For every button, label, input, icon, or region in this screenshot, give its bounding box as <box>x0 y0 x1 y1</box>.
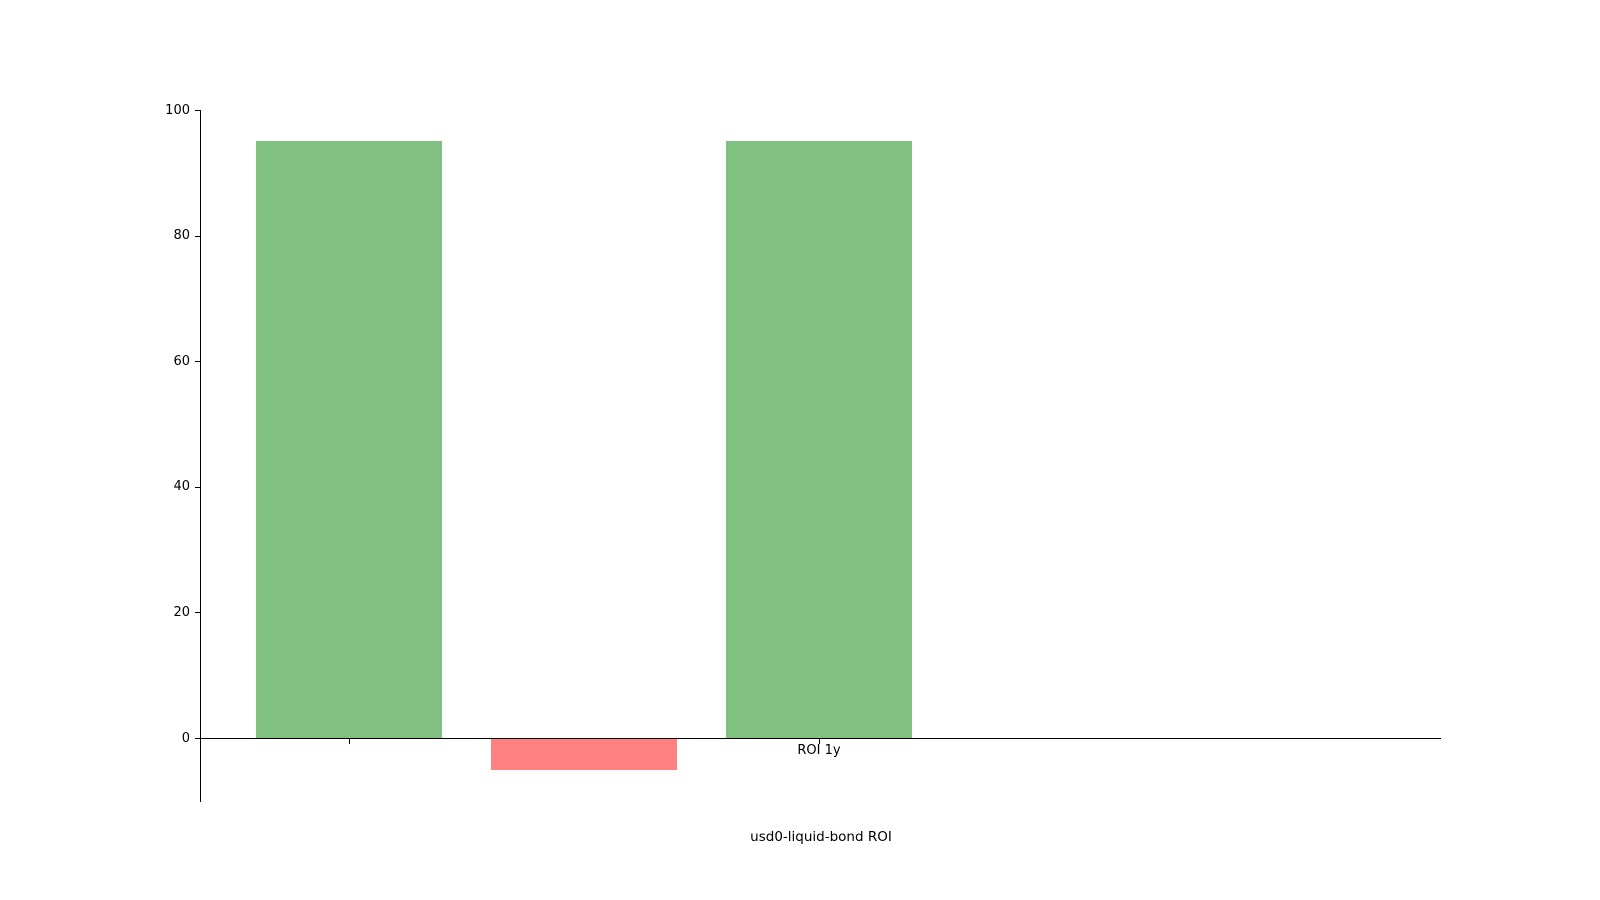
x-tick <box>349 739 350 744</box>
y-tick-label: 20 <box>173 604 190 620</box>
bar <box>726 141 912 738</box>
y-tick-label: 80 <box>173 228 190 244</box>
y-tick-label: 60 <box>173 353 190 369</box>
y-tick <box>195 612 200 614</box>
chart-title: usd0-liquid-bond ROI <box>750 829 892 845</box>
y-tick <box>195 110 200 111</box>
y-tick <box>195 738 200 739</box>
y-tick <box>195 361 200 363</box>
x-tick <box>819 739 820 744</box>
bar <box>491 739 677 771</box>
x-tick-label: ROI 1y <box>797 743 841 758</box>
y-tick-label: 100 <box>165 102 190 118</box>
bar <box>256 141 442 738</box>
x-axis-line <box>200 738 1441 739</box>
y-tick-label: 40 <box>173 479 190 495</box>
y-axis-line <box>200 110 201 802</box>
y-tick <box>195 235 200 237</box>
y-tick-label: 0 <box>181 730 190 746</box>
y-tick <box>195 486 200 488</box>
